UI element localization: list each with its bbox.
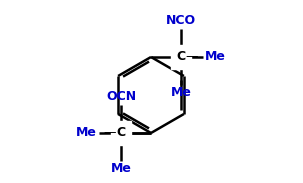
Text: OCN: OCN [106,91,136,104]
Text: —: — [104,126,116,139]
Text: NCO: NCO [166,14,196,27]
Text: Me: Me [205,51,226,64]
Text: Me: Me [76,126,97,139]
Text: Me: Me [171,87,191,100]
Text: —: — [186,51,198,64]
Text: C: C [176,51,185,64]
Text: C: C [116,126,125,139]
Text: Me: Me [111,163,132,175]
